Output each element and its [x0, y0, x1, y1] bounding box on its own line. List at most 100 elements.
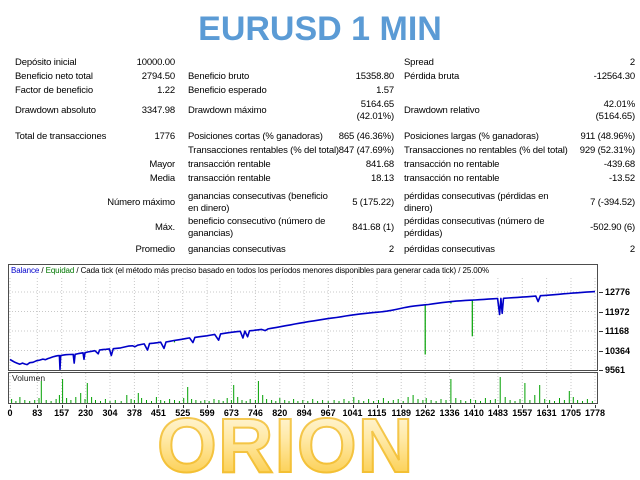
stat-label: pérdidas consecutivas	[404, 244, 495, 255]
y-axis-tick-label: 10364	[599, 346, 630, 356]
stat-value: Número máximo	[107, 196, 175, 208]
stat-label: Factor de beneficio	[15, 85, 93, 96]
stat-value: Promedio	[135, 244, 176, 255]
stat-value: 1776	[154, 131, 175, 142]
x-axis-tick	[376, 405, 378, 408]
x-axis-tick-label: 746	[248, 408, 263, 418]
stat-value: 911 (48.96%)	[580, 131, 635, 142]
x-axis-tick	[10, 405, 11, 408]
stats-row: Drawdown absoluto 3347.98 Drawdown máximo 5…	[15, 98, 635, 123]
watermark: ORION	[156, 407, 414, 480]
report-title: EURUSD 1 MIN	[198, 10, 442, 48]
stats-row: Promedio ganancias consecutivas 2 pérdidas …	[15, 243, 636, 257]
x-axis-tick-label: 894	[297, 408, 312, 418]
x-axis-tick	[110, 405, 112, 408]
stats-row: Total de transacciones 1776 Posiciones cor…	[15, 130, 635, 144]
row-spacer	[15, 123, 635, 130]
stat-value: 865 (46.36%)	[338, 131, 394, 142]
legend-segment: Balance	[11, 266, 40, 275]
stat-label: beneficio consecutivo (número de gananci…	[188, 215, 326, 239]
stats-row: Media transacción rentable 18.13 transacció…	[15, 172, 635, 186]
stat-label: ganancias consecutivas	[188, 244, 286, 255]
stat-label: Pérdida bruta	[404, 71, 460, 82]
legend-segment: / Cada tick (el método más preciso basad…	[74, 266, 490, 275]
stat-value: -439.68	[603, 159, 635, 170]
stats-row: Máx. beneficio consecutivo (número de gan…	[15, 215, 635, 240]
x-axis-tick	[61, 405, 63, 408]
stats-row: Transacciones rentables (% del total) 847…	[15, 144, 635, 158]
x-axis-tick-label: 230	[78, 408, 94, 418]
balance-pane: Balance / Equidad / Cada tick (el método…	[8, 264, 598, 371]
backtest-chart: Balance / Equidad / Cada tick (el método…	[7, 264, 640, 418]
stat-label: Total de transacciones	[15, 131, 107, 142]
x-axis-tick	[134, 405, 136, 408]
y-axis-tick-label: 11972	[599, 307, 630, 317]
balance-chart	[9, 278, 597, 370]
x-axis-tick-label: 1262	[415, 408, 436, 418]
stat-label: transacción rentable	[188, 173, 271, 184]
x-axis-tick-label: 1557	[512, 408, 533, 418]
x-axis-tick	[546, 405, 548, 408]
stat-label: Posiciones largas (% ganadoras)	[404, 131, 539, 142]
stats-row: Beneficio neto total 2794.50 Beneficio bru…	[15, 70, 635, 84]
stat-value: 2	[629, 244, 635, 255]
stat-value: 841.68	[365, 159, 394, 170]
stat-label: Transacciones rentables (% del total)	[188, 145, 339, 156]
stat-value: Máx.	[155, 221, 175, 233]
x-axis-tick	[255, 405, 257, 408]
x-axis-tick-label: 525	[175, 408, 190, 418]
x-axis-tick	[473, 405, 475, 408]
stat-value: Media	[149, 173, 175, 184]
x-axis-tick-label: 967	[321, 408, 336, 418]
stat-value: -13.52	[608, 173, 635, 184]
stat-label: transacción no rentable	[404, 173, 500, 184]
x-axis-tick-label: 1410	[463, 408, 484, 418]
legend-segment: Equidad	[45, 266, 75, 275]
x-axis-tick	[352, 405, 354, 408]
x-axis-tick-label: 673	[224, 408, 239, 418]
stat-label: Beneficio bruto	[188, 71, 250, 82]
x-axis-tick-label: 1041	[342, 408, 362, 418]
stat-value: 5164.65 (42.01%)	[356, 98, 395, 122]
stats-row: Factor de beneficio 1.22 Beneficio esperad…	[15, 84, 635, 98]
stat-value: 5 (175.22)	[352, 196, 394, 208]
stat-label: Spread	[404, 57, 434, 68]
stat-value: 42.01% (5164.65)	[595, 98, 635, 122]
stat-value: 18.13	[370, 173, 394, 184]
x-axis-tick-label: 304	[102, 408, 118, 418]
x-axis-tick	[328, 405, 330, 408]
y-axis-tick-label: 12776	[599, 287, 630, 297]
x-axis-tick	[401, 405, 403, 408]
stat-label: Posiciones cortas (% ganadoras)	[188, 131, 323, 142]
x-axis-tick-label: 451	[151, 408, 166, 418]
stat-label: Depósito inicial	[15, 57, 77, 68]
stat-label: Beneficio neto total	[15, 71, 93, 82]
x-axis-tick-label: 820	[272, 408, 287, 418]
stat-label: transacción no rentable	[404, 159, 500, 170]
x-axis-tick-label: 1631	[536, 408, 557, 418]
x-axis-tick	[279, 405, 281, 408]
stat-value: -502.90 (6)	[590, 221, 635, 233]
stat-label: ganancias consecutivas (beneficio en din…	[188, 190, 328, 214]
chart-legend: Balance / Equidad / Cada tick (el método…	[9, 265, 597, 278]
stats-row: Mayor transacción rentable 841.68 transacci…	[15, 158, 635, 172]
x-axis-tick	[231, 405, 233, 408]
x-axis-tick-label: 1483	[487, 408, 508, 418]
x-axis-tick	[449, 405, 451, 408]
stat-label: transacción rentable	[188, 159, 271, 170]
stats-row: Depósito inicial 10000.00 Spread 2	[15, 56, 635, 70]
stat-value: 2794.50	[141, 71, 175, 82]
stat-value: 7 (-394.52)	[590, 196, 635, 208]
stat-value: 1.22	[157, 85, 175, 96]
x-axis-tick	[570, 405, 572, 408]
x-axis-tick-label: 1189	[391, 408, 411, 418]
x-axis-tick-label: 378	[126, 408, 142, 418]
stat-value: 1.57	[376, 85, 394, 96]
volume-label: Volumen	[12, 373, 46, 383]
legend-segment: /	[39, 266, 46, 275]
x-axis-tick	[85, 405, 87, 408]
x-axis-tick	[182, 405, 184, 408]
stat-value: 2	[629, 57, 635, 68]
volume-chart	[9, 373, 596, 403]
x-axis-tick	[207, 405, 209, 408]
